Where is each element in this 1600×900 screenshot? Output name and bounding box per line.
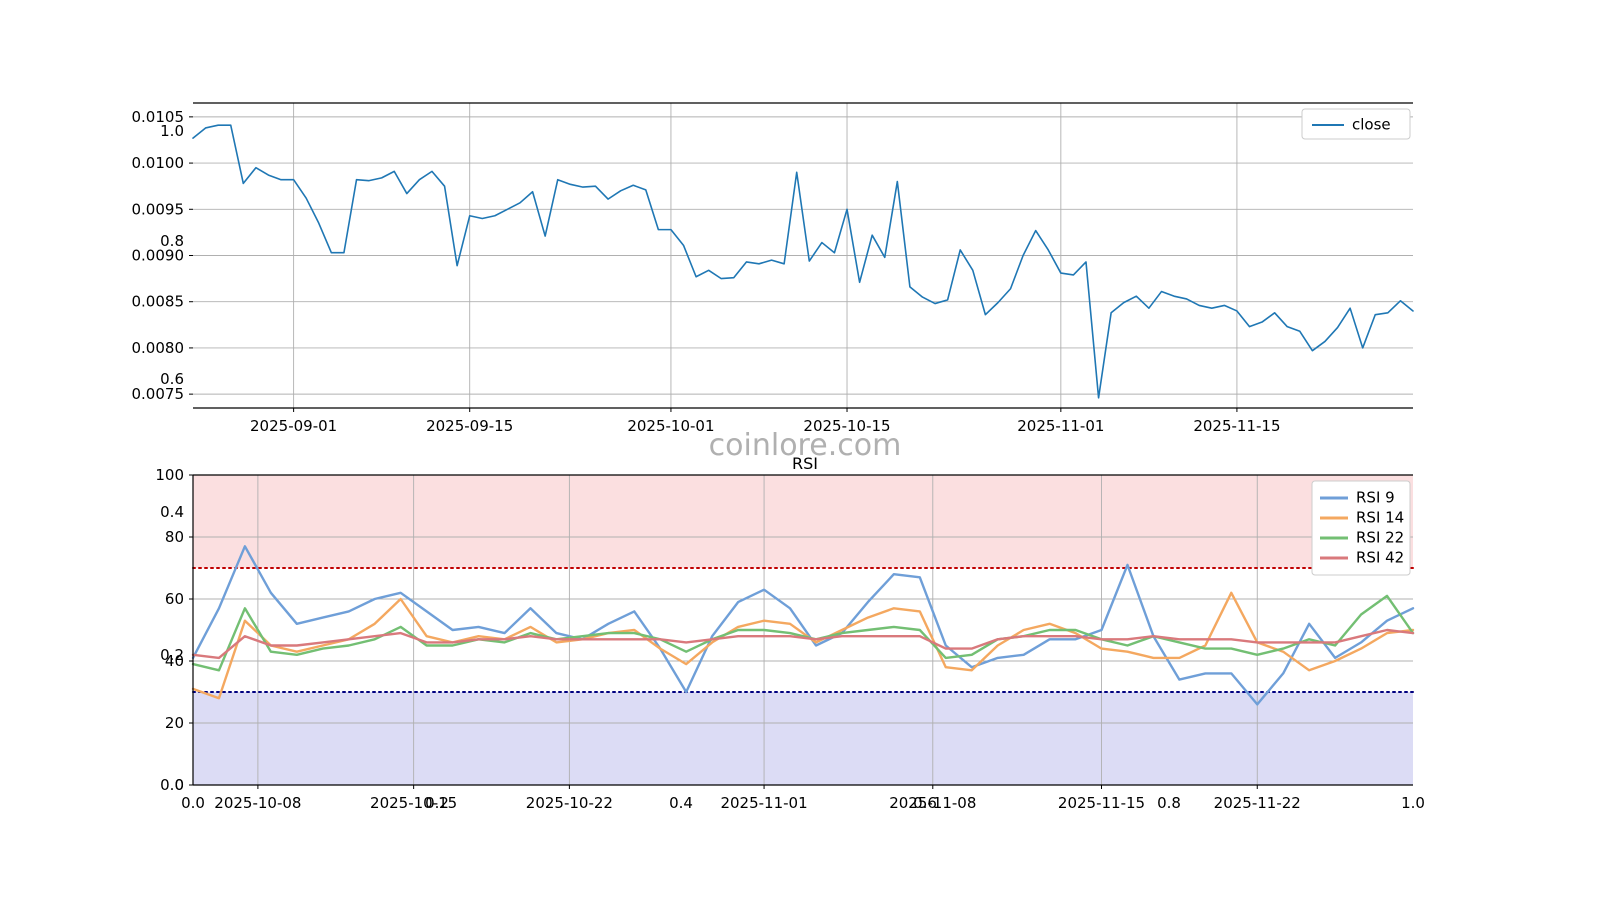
price-y-secondary-tick-label: 1.0 bbox=[160, 122, 184, 140]
rsi-x-secondary-tick-label: 0.2 bbox=[425, 794, 449, 812]
price-y-tick-labels: 0.0105 0.0100 0.0095 0.0090 0.0085 0.0080 0.00… bbox=[132, 108, 185, 403]
rsi-x-secondary-tick-label: 0.0 bbox=[181, 794, 205, 812]
rsi-x-tick-label: 2025-10-15 bbox=[370, 794, 457, 812]
rsi-band-oversold bbox=[193, 692, 1413, 785]
rsi-legend-label: RSI 22 bbox=[1356, 529, 1404, 547]
rsi-line-RSI-9 bbox=[191, 545, 1415, 706]
price-y-tick-label: 0.0095 bbox=[132, 200, 185, 218]
rsi-line-RSI-22 bbox=[191, 594, 1415, 672]
price-y-tick-label: 0.0075 bbox=[132, 385, 185, 403]
price-tickmarks bbox=[189, 116, 1238, 412]
rsi-y-secondary-tick-label: 0.4 bbox=[160, 503, 184, 521]
rsi-x-secondary-tick-label: 0.4 bbox=[669, 794, 693, 812]
price-series-group bbox=[192, 124, 1414, 399]
price-y-secondary-tick-labels: 1.0 0.8 0.6 bbox=[160, 122, 184, 388]
rsi-y-secondary-tick-label: 0.2 bbox=[160, 646, 184, 664]
price-x-tick-label: 2025-10-01 bbox=[627, 417, 714, 435]
rsi-y-tick-label: 40 bbox=[165, 652, 184, 670]
price-y-tick-label: 0.0085 bbox=[132, 293, 185, 311]
price-x-tick-label: 2025-10-15 bbox=[803, 417, 890, 435]
rsi-panel-title: RSI bbox=[792, 454, 818, 473]
rsi-x-tick-label: 2025-10-22 bbox=[526, 794, 613, 812]
rsi-legend-label: RSI 9 bbox=[1356, 489, 1395, 507]
rsi-x-secondary-tick-labels: 0.0 0.2 0.4 0.6 0.8 1.0 bbox=[181, 794, 1425, 812]
rsi-line-RSI-42 bbox=[191, 628, 1415, 660]
rsi-x-tick-label: 2025-10-08 bbox=[214, 794, 301, 812]
rsi-tickmarks bbox=[189, 474, 1258, 789]
price-y-tick-label: 0.0100 bbox=[132, 154, 185, 172]
price-y-secondary-tick-label: 0.6 bbox=[160, 370, 184, 388]
price-legend-box[interactable] bbox=[1301, 108, 1411, 140]
rsi-y-tick-label: 80 bbox=[165, 528, 184, 546]
price-panel: 0.0105 0.0100 0.0095 0.0090 0.0085 0.0080 0.00… bbox=[132, 102, 1414, 435]
rsi-series-group bbox=[191, 545, 1415, 706]
price-gridlines bbox=[193, 103, 1413, 408]
rsi-band-overbought bbox=[193, 475, 1413, 568]
rsi-line-RSI-14 bbox=[191, 591, 1415, 700]
price-legend-label: close bbox=[1352, 116, 1391, 134]
rsi-x-secondary-tick-label: 1.0 bbox=[1401, 794, 1425, 812]
price-x-tick-label: 2025-11-15 bbox=[1193, 417, 1280, 435]
rsi-x-secondary-tick-label: 0.6 bbox=[913, 794, 937, 812]
price-y-tick-label: 0.0080 bbox=[132, 339, 185, 357]
rsi-axis-spines bbox=[192, 474, 1413, 786]
rsi-y-secondary-tick-label: 0.0 bbox=[160, 776, 184, 794]
rsi-y-tick-label: 0 bbox=[174, 776, 184, 794]
rsi-legend-box[interactable] bbox=[1311, 480, 1411, 576]
rsi-y-secondary-tick-labels: 0.4 0.2 0.0 bbox=[160, 503, 184, 794]
rsi-x-tick-label: 2025-11-01 bbox=[720, 794, 807, 812]
price-legend[interactable]: close bbox=[1301, 108, 1411, 140]
rsi-x-tick-label: 2025-11-15 bbox=[1058, 794, 1145, 812]
price-y-tick-label: 0.0105 bbox=[132, 108, 185, 126]
rsi-shaded-bands bbox=[193, 475, 1413, 785]
price-x-tick-label: 2025-09-01 bbox=[250, 417, 337, 435]
rsi-x-tick-label: 2025-11-22 bbox=[1214, 794, 1301, 812]
watermark-text: coinlore.com bbox=[709, 428, 902, 463]
price-y-tick-label: 0.0090 bbox=[132, 247, 185, 265]
price-x-tick-labels: 2025-09-01 2025-09-15 2025-10-01 2025-10-15… bbox=[250, 417, 1280, 435]
rsi-legend-label: RSI 42 bbox=[1356, 549, 1404, 567]
rsi-x-secondary-tick-label: 0.8 bbox=[1157, 794, 1181, 812]
rsi-y-tick-label: 20 bbox=[165, 714, 184, 732]
rsi-legend[interactable]: RSI 9 RSI 14 RSI 22 RSI 42 bbox=[1311, 480, 1411, 576]
rsi-gridlines bbox=[193, 475, 1413, 785]
rsi-y-tick-label: 60 bbox=[165, 590, 184, 608]
rsi-y-tick-labels: 100 80 60 40 20 0 bbox=[155, 466, 184, 794]
rsi-threshold-lines bbox=[192, 567, 1414, 693]
rsi-x-tick-label: 2025-11-08 bbox=[889, 794, 976, 812]
price-axis-spines bbox=[193, 102, 1413, 409]
price-x-tick-label: 2025-11-01 bbox=[1017, 417, 1104, 435]
rsi-y-tick-label: 100 bbox=[155, 466, 184, 484]
price-line-close bbox=[192, 124, 1414, 399]
price-x-tick-label: 2025-09-15 bbox=[426, 417, 513, 435]
rsi-legend-label: RSI 14 bbox=[1356, 509, 1404, 527]
rsi-x-tick-labels: 2025-10-08 2025-10-15 2025-10-22 2025-11-01… bbox=[214, 794, 1301, 812]
price-y-secondary-tick-label: 0.8 bbox=[160, 232, 184, 250]
